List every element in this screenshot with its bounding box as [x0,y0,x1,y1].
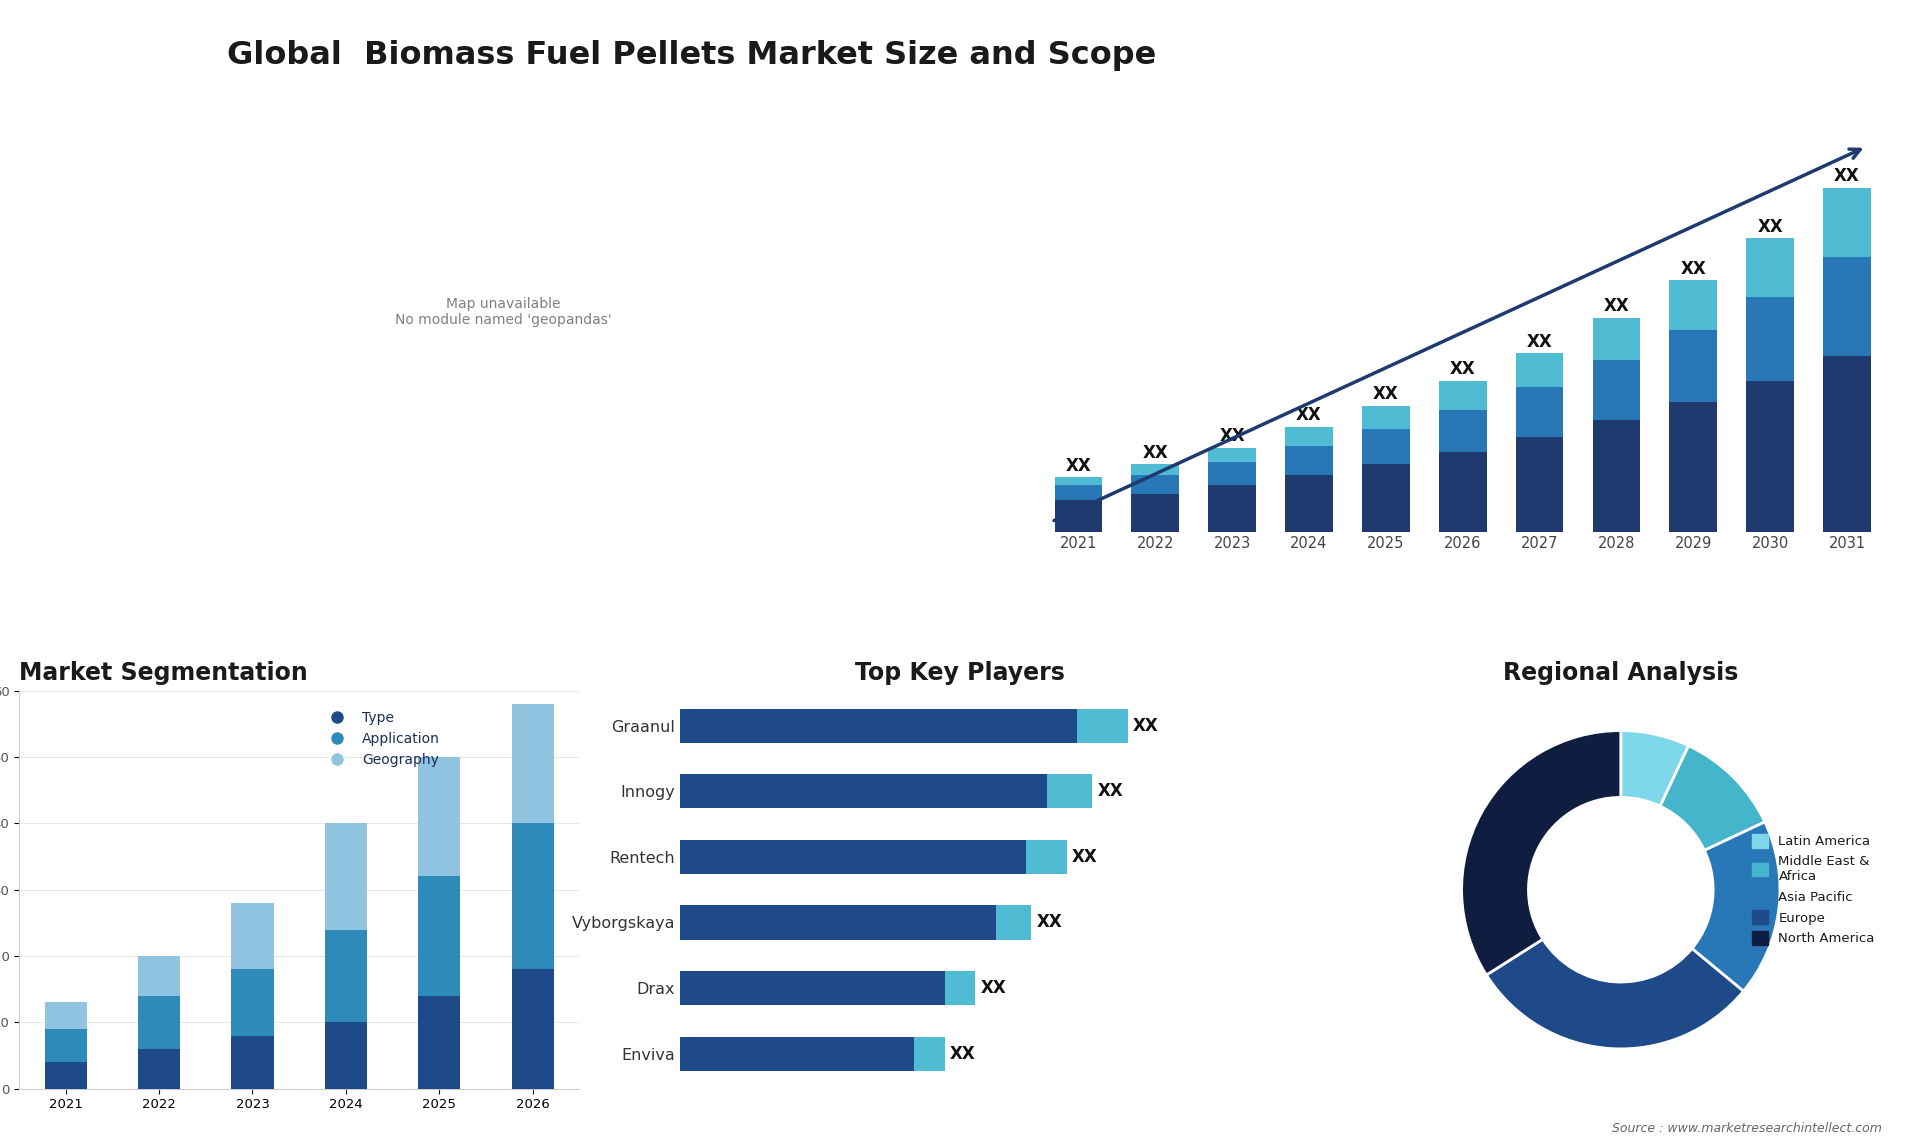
Text: XX: XX [1296,407,1321,424]
Text: XX: XX [1680,260,1707,277]
Bar [1077,709,1129,743]
Bar [680,905,996,940]
Bar [1824,355,1870,532]
Bar [324,823,367,929]
Bar [680,971,945,1005]
Bar [1054,500,1102,532]
Text: Source : www.marketresearchintellect.com: Source : www.marketresearchintellect.com [1611,1122,1882,1135]
Wedge shape [1661,746,1764,850]
Bar [1361,429,1409,464]
Bar [419,996,461,1089]
Bar [1131,464,1179,474]
Text: Map unavailable
No module named 'geopandas': Map unavailable No module named 'geopand… [396,297,612,327]
Bar [324,929,367,1022]
Bar [1515,353,1563,387]
Bar [1670,330,1716,401]
Bar [1054,477,1102,486]
Bar [1670,280,1716,330]
Bar [513,970,553,1089]
Bar [138,956,180,996]
Bar [1824,188,1870,257]
Text: XX: XX [1142,444,1167,462]
Bar [1208,486,1256,532]
Bar [1592,317,1640,360]
Bar [1208,448,1256,462]
Wedge shape [1620,730,1688,806]
Wedge shape [1692,822,1780,991]
Bar [1592,421,1640,532]
Bar [680,709,1077,743]
Bar [1208,462,1256,486]
Bar [996,905,1031,940]
Bar [138,996,180,1049]
Bar [1131,494,1179,532]
Bar [232,970,273,1036]
Bar [1747,238,1793,297]
Bar [1046,775,1092,808]
Title: Regional Analysis: Regional Analysis [1503,660,1738,684]
Text: XX: XX [1834,167,1860,186]
Text: XX: XX [1450,360,1476,378]
Bar [1025,840,1068,874]
Bar [1747,380,1793,532]
Bar [44,1029,86,1062]
Bar [1592,360,1640,421]
Bar [1361,406,1409,429]
Bar [44,1062,86,1089]
Text: Market Segmentation: Market Segmentation [19,660,307,684]
Wedge shape [1486,940,1743,1049]
Bar [232,1036,273,1089]
Bar [914,1036,945,1070]
Bar [1284,446,1332,474]
Wedge shape [1461,730,1620,975]
Bar [513,704,553,823]
Bar [44,1003,86,1029]
Text: XX: XX [1219,427,1244,445]
Text: Global  Biomass Fuel Pellets Market Size and Scope: Global Biomass Fuel Pellets Market Size … [227,40,1156,71]
Legend: Latin America, Middle East &
Africa, Asia Pacific, Europe, North America: Latin America, Middle East & Africa, Asi… [1747,829,1880,951]
Bar [1670,401,1716,532]
Bar [680,1036,914,1070]
Bar [324,1022,367,1089]
Bar [232,903,273,970]
Bar [1361,464,1409,532]
Text: XX: XX [1098,783,1123,800]
Text: XX: XX [1757,218,1784,236]
Bar [1515,387,1563,438]
Bar [1824,257,1870,355]
Bar [680,775,1046,808]
Bar [1284,426,1332,446]
Bar [1131,474,1179,494]
Text: XX: XX [981,979,1006,997]
Bar [1438,380,1486,410]
Legend: Type, Application, Geography: Type, Application, Geography [317,706,445,772]
Text: XX: XX [1526,333,1553,351]
Bar [680,840,1025,874]
Text: XX: XX [1066,456,1091,474]
Text: XX: XX [950,1044,975,1062]
Bar [1747,297,1793,380]
Bar [1054,486,1102,500]
Bar [945,971,975,1005]
Text: XX: XX [1133,717,1160,735]
Bar [1438,452,1486,532]
Bar [419,877,461,996]
Bar [1284,474,1332,532]
Bar [1515,438,1563,532]
Text: XX: XX [1603,297,1630,315]
Bar [138,1049,180,1089]
Title: Top Key Players: Top Key Players [854,660,1066,684]
Bar [513,823,553,970]
Bar [419,758,461,877]
Text: XX: XX [1373,385,1398,403]
Text: XX: XX [1037,913,1062,932]
Bar [1438,410,1486,452]
Text: XX: XX [1071,848,1098,866]
